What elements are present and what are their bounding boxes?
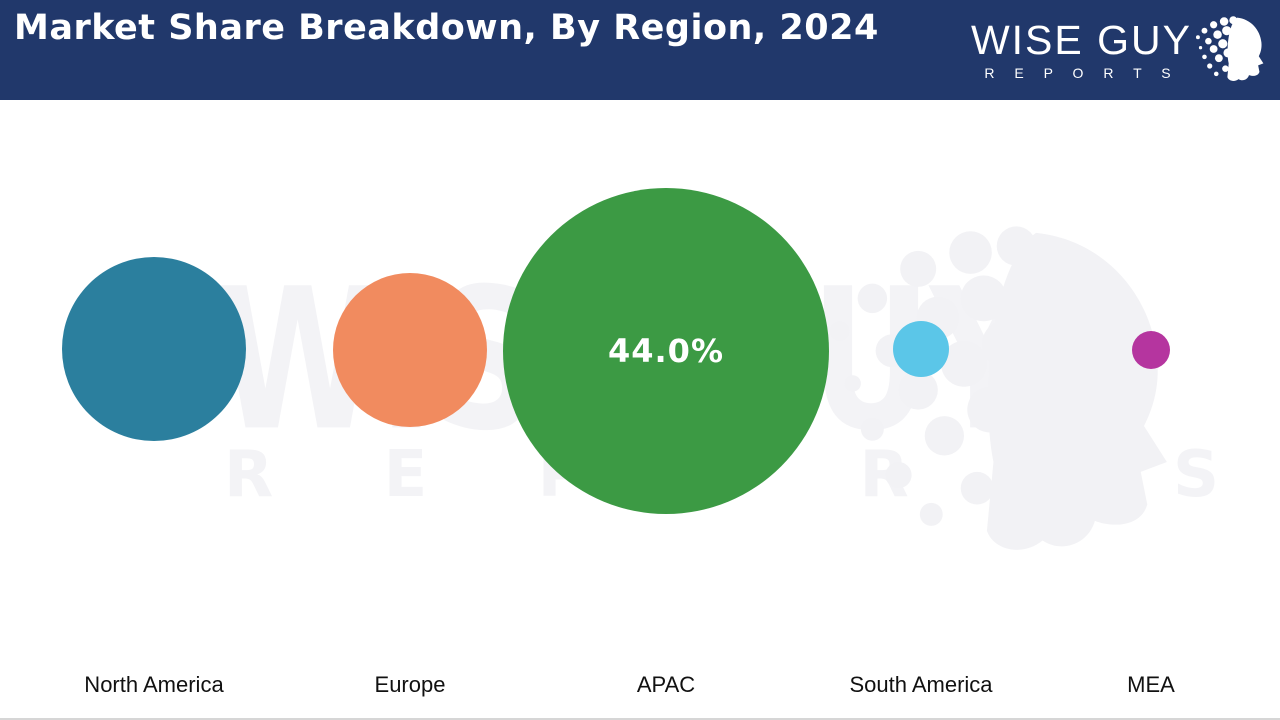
chart-area: WISE GUY R E P O R T S 44.0% North Ameri… (0, 100, 1280, 720)
category-label-mea: MEA (1127, 672, 1175, 697)
logo-wordmark: WISE GUY (970, 17, 1192, 63)
header: Market Share Breakdown, By Region, 2024 … (0, 0, 1280, 100)
page-title: Market Share Breakdown, By Region, 2024 (14, 8, 879, 48)
category-label-europe: Europe (374, 672, 446, 697)
category-label-north-america: North America (84, 672, 224, 697)
wiseguy-logo: WISE GUY R E P O R T S (971, 4, 1266, 94)
wiseguy-head-icon (1195, 16, 1264, 81)
logo-text: WISE GUY R E P O R T S (971, 17, 1192, 81)
bubble-north-america (62, 257, 246, 441)
bubble-mea (1132, 331, 1170, 369)
category-label-apac: APAC (636, 672, 696, 697)
bubble-value-label: 44.0% (607, 332, 724, 370)
watermark-head-icon (829, 226, 1167, 550)
bubble-apac: 44.0% (503, 188, 829, 514)
bubble-south-america (893, 321, 949, 377)
logo-subtitle: R E P O R T S (984, 65, 1179, 81)
bubble-europe (333, 273, 487, 427)
category-label-south-america: South America (849, 672, 993, 697)
bottom-rule (0, 718, 1280, 720)
